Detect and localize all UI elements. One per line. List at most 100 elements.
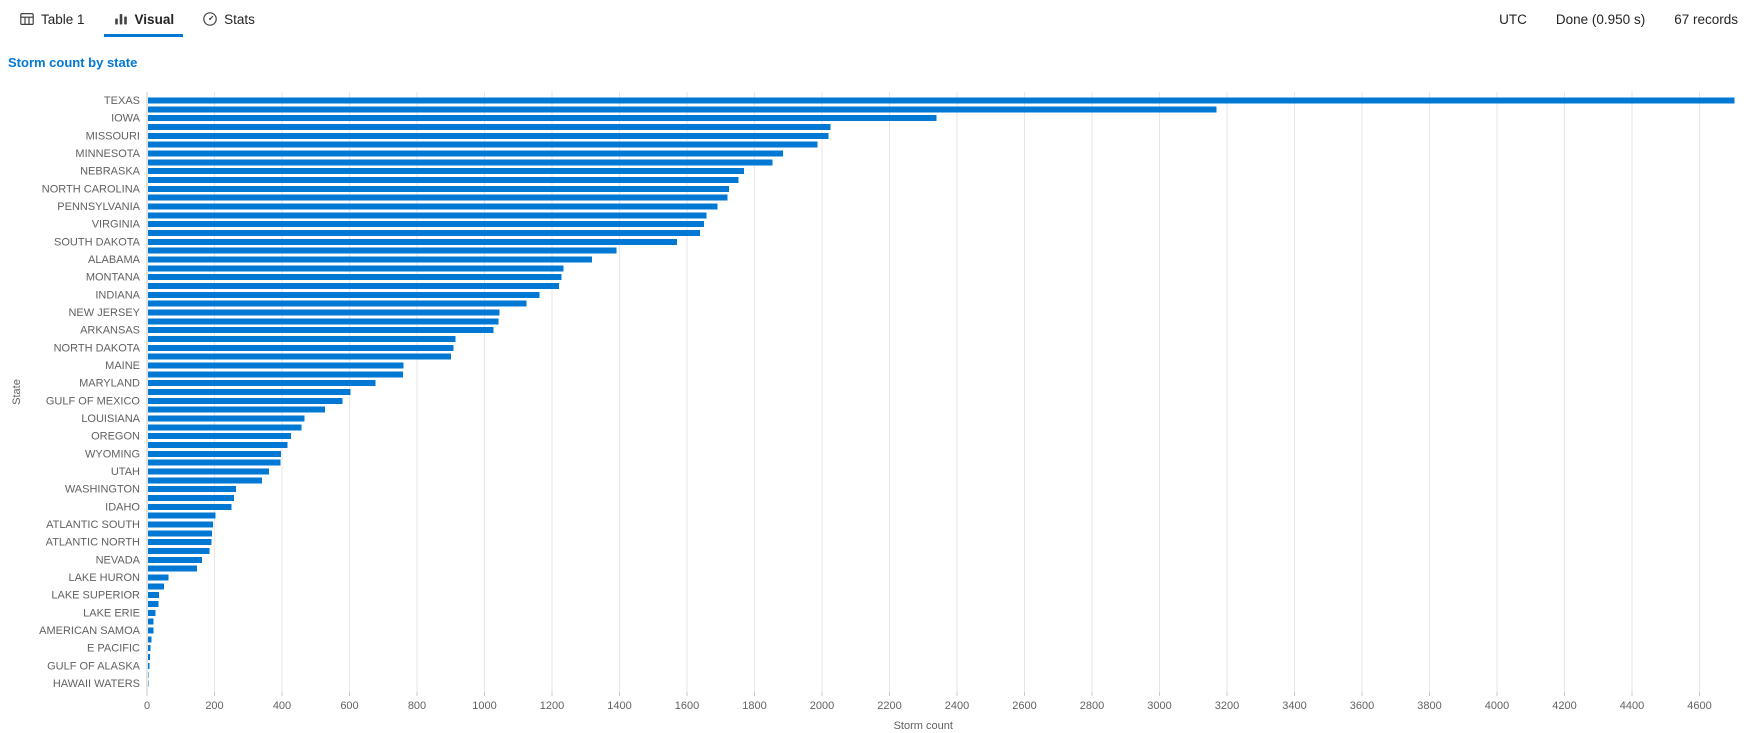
bar[interactable]: [148, 433, 292, 440]
bar[interactable]: [148, 176, 739, 183]
query-done-label: Done (0.950 s): [1555, 12, 1646, 27]
results-tabs: Table 1 Visual Stats: [10, 0, 264, 37]
bar[interactable]: [148, 150, 783, 157]
bar[interactable]: [148, 442, 288, 449]
record-count-status: 123 67 records: [1667, 12, 1738, 38]
bar[interactable]: [148, 415, 305, 422]
bar[interactable]: [148, 618, 154, 625]
timezone-status[interactable]: UTC: [1492, 12, 1527, 39]
bar[interactable]: [148, 115, 937, 122]
bar[interactable]: [148, 362, 404, 369]
y-axis-label: AMERICAN SAMOA: [39, 625, 141, 637]
bar[interactable]: [148, 247, 617, 254]
bar[interactable]: [148, 495, 235, 502]
bar[interactable]: [148, 424, 302, 431]
bar[interactable]: [148, 238, 677, 245]
bar[interactable]: [148, 468, 269, 475]
y-axis-label: ARKANSAS: [80, 325, 140, 337]
bar[interactable]: [148, 344, 454, 351]
tab-table1-label: Table 1: [41, 11, 85, 27]
bar[interactable]: [148, 503, 232, 510]
bar[interactable]: [148, 654, 151, 661]
bar[interactable]: [148, 335, 456, 342]
x-tick-label: 200: [205, 700, 223, 712]
bar[interactable]: [148, 627, 154, 634]
x-tick-label: 3800: [1417, 700, 1441, 712]
x-tick-label: 1400: [607, 700, 631, 712]
bar[interactable]: [148, 459, 281, 466]
tab-table1[interactable]: Table 1: [10, 0, 94, 37]
bar[interactable]: [148, 397, 343, 404]
bar[interactable]: [148, 309, 500, 316]
bar[interactable]: [148, 194, 728, 201]
bar[interactable]: [148, 203, 718, 210]
x-tick-label: 2200: [877, 700, 901, 712]
tab-stats-label: Stats: [224, 11, 255, 27]
x-tick-label: 400: [273, 700, 291, 712]
bar[interactable]: [148, 106, 1217, 113]
y-axis-label: WASHINGTON: [65, 484, 140, 496]
bar[interactable]: [148, 565, 197, 572]
bar[interactable]: [148, 645, 151, 652]
x-tick-label: 2000: [810, 700, 834, 712]
bar-chart-icon: [113, 11, 129, 27]
y-axis-label: LOUISIANA: [81, 413, 140, 425]
results-header: Table 1 Visual Stats: [0, 0, 1754, 44]
bar[interactable]: [148, 486, 237, 493]
bar[interactable]: [148, 609, 156, 616]
y-axis-label: NEBRASKA: [80, 166, 141, 178]
x-tick-label: 4000: [1485, 700, 1509, 712]
bar[interactable]: [148, 168, 745, 175]
chart-title: Storm count by state: [8, 55, 138, 70]
bar[interactable]: [148, 530, 213, 537]
bar[interactable]: [148, 406, 326, 413]
bar[interactable]: [148, 583, 165, 590]
x-tick-label: 0: [144, 700, 150, 712]
query-done-status: Done (0.950 s): [1549, 12, 1646, 39]
bar[interactable]: [148, 274, 562, 281]
bar[interactable]: [148, 327, 494, 334]
bar[interactable]: [148, 256, 592, 263]
bar[interactable]: [148, 132, 829, 139]
bar[interactable]: [148, 159, 773, 166]
bar[interactable]: [148, 185, 729, 192]
bar[interactable]: [148, 221, 704, 228]
bar[interactable]: [148, 548, 210, 555]
y-axis-label: NEVADA: [96, 554, 141, 566]
bar[interactable]: [148, 592, 160, 599]
bar[interactable]: [148, 450, 281, 457]
tab-stats[interactable]: Stats: [193, 0, 264, 37]
bar[interactable]: [148, 265, 564, 272]
bar[interactable]: [148, 291, 540, 298]
bar[interactable]: [148, 380, 376, 387]
bar[interactable]: [148, 574, 169, 581]
x-tick-label: 1000: [472, 700, 496, 712]
x-tick-label: 4600: [1687, 700, 1711, 712]
bar[interactable]: [148, 601, 159, 608]
bar[interactable]: [148, 556, 202, 563]
bar[interactable]: [148, 300, 527, 307]
tab-visual[interactable]: Visual: [103, 0, 184, 37]
y-axis-label: MONTANA: [86, 272, 141, 284]
bar[interactable]: [148, 512, 216, 519]
bar[interactable]: [148, 671, 149, 678]
bar[interactable]: [148, 212, 707, 219]
bar[interactable]: [148, 477, 263, 484]
y-axis-label: LAKE ERIE: [83, 607, 140, 619]
bar[interactable]: [148, 229, 701, 236]
bar[interactable]: [148, 353, 452, 360]
y-axis-label: UTAH: [111, 466, 140, 478]
bar[interactable]: [148, 371, 403, 378]
x-tick-label: 2600: [1012, 700, 1036, 712]
bar[interactable]: [148, 662, 150, 669]
bar[interactable]: [148, 141, 818, 148]
bar[interactable]: [148, 318, 499, 325]
x-tick-label: 2800: [1080, 700, 1104, 712]
bar[interactable]: [148, 636, 152, 643]
bar[interactable]: [148, 97, 1735, 104]
bar[interactable]: [148, 389, 351, 395]
bar[interactable]: [148, 123, 831, 130]
bar[interactable]: [148, 282, 560, 289]
bar[interactable]: [148, 539, 212, 546]
bar[interactable]: [148, 521, 214, 528]
